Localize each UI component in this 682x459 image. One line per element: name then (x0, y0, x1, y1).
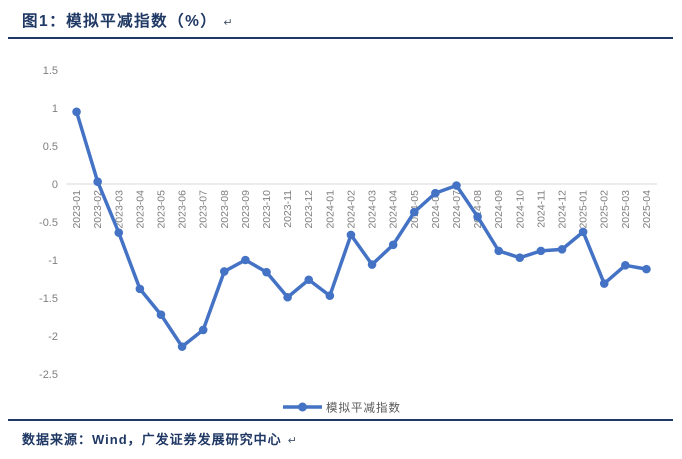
paragraph-mark-icon: ↵ (223, 17, 233, 29)
x-axis-label: 2025-03 (620, 190, 632, 229)
data-point-marker (452, 181, 461, 190)
y-axis-label: -0.5 (39, 217, 58, 229)
x-axis-label: 2024-02 (345, 190, 357, 229)
chart-canvas: 1.5 1 0.5 0 -0.5 -1 -1.5 -2 -2.5 2023-01 2023-02 20… (39, 65, 657, 415)
data-point-marker (156, 310, 166, 320)
x-axis-label: 2024-09 (493, 190, 505, 229)
x-axis-label: 2023-12 (303, 190, 315, 229)
source-note-text: 数据来源：Wind，广发证券发展研究中心 (22, 432, 282, 447)
y-axis-label: 1 (52, 103, 58, 115)
y-axis-label: 0.5 (43, 141, 58, 153)
x-axis-label: 2023-01 (71, 190, 83, 229)
legend-marker-dot (298, 402, 307, 412)
x-axis-label: 2023-09 (240, 190, 252, 229)
data-point-marker (409, 207, 419, 217)
data-point-marker (431, 188, 440, 198)
data-point-marker (177, 342, 187, 351)
x-axis-label: 2023-08 (219, 190, 231, 229)
y-axis-label: 1.5 (43, 65, 58, 77)
y-axis-label: 0 (52, 179, 58, 191)
x-axis-label: 2024-12 (557, 190, 569, 229)
data-point-marker (304, 275, 314, 285)
x-axis-label: 2025-04 (641, 190, 653, 229)
series-line (74, 110, 649, 349)
x-axis-label: 2023-04 (134, 190, 146, 229)
y-axis-label: -1.5 (39, 293, 58, 305)
x-axis-label: 2023-02 (92, 190, 104, 229)
x-axis-label: 2023-07 (198, 190, 210, 229)
figure-title-text: 图1：模拟平减指数（%） (22, 13, 218, 30)
data-point-marker (114, 228, 124, 237)
data-point-marker (642, 264, 651, 274)
data-point-marker (557, 245, 567, 254)
data-point-marker (621, 261, 630, 270)
data-point-marker (241, 255, 250, 265)
x-axis-label: 2024-04 (388, 190, 400, 229)
x-axis-label: 2024-06 (430, 190, 442, 229)
data-point-marker (220, 267, 229, 276)
figure-title: 图1：模拟平减指数（%） ↵ (22, 9, 233, 31)
data-point-marker (325, 291, 335, 301)
data-point-marker (578, 227, 588, 237)
x-axis-label: 2023-11 (282, 190, 294, 228)
title-divider (8, 37, 673, 39)
data-point-marker (262, 267, 271, 277)
data-point-marker (599, 279, 609, 288)
x-axis-label: 2023-06 (177, 190, 189, 229)
x-axis-label: 2024-11 (535, 190, 547, 228)
source-divider (8, 419, 673, 421)
paragraph-mark-icon: ↵ (287, 435, 297, 447)
data-point-marker (93, 177, 102, 187)
data-point-marker (473, 212, 482, 221)
x-axis-label: 2025-01 (578, 190, 590, 229)
x-axis-label: 2023-05 (155, 190, 167, 229)
data-point-marker (198, 325, 208, 335)
y-axis-label: -1 (48, 255, 58, 267)
x-axis-label: 2023-10 (261, 190, 273, 229)
x-axis-label: 2025-02 (599, 190, 611, 229)
data-point-marker (283, 292, 292, 302)
data-point-marker (135, 284, 145, 294)
y-axis-label: -2 (48, 331, 58, 343)
x-axis-label: 2024-07 (451, 190, 463, 229)
x-axis-label: 2024-10 (514, 190, 526, 229)
data-point-marker (346, 230, 356, 240)
data-point-marker (72, 107, 81, 117)
data-point-marker (515, 253, 525, 263)
legend-label: 模拟平减指数 (326, 401, 401, 415)
data-point-marker (536, 246, 546, 256)
source-note: 数据来源：Wind，广发证券发展研究中心 ↵ (22, 429, 297, 448)
data-point-marker (388, 240, 398, 250)
x-axis-label: 2023-03 (113, 190, 125, 229)
x-axis-label: 2024-01 (324, 190, 336, 229)
data-point-marker (367, 260, 377, 269)
x-axis-label: 2024-03 (367, 190, 379, 229)
deflator-line-chart: 1.5 1 0.5 0 -0.5 -1 -1.5 -2 -2.5 2023-01 2023-02 20… (0, 40, 682, 418)
y-axis-label: -2.5 (39, 369, 58, 381)
data-point-marker (494, 246, 503, 256)
